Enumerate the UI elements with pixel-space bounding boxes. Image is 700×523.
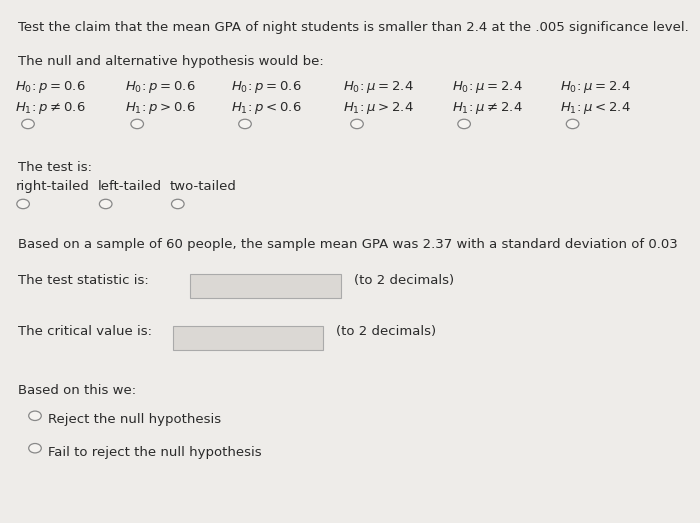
Circle shape [351, 119, 363, 129]
Text: $H_1\!:\mu < 2.4$: $H_1\!:\mu < 2.4$ [560, 100, 631, 117]
Text: The test statistic is:: The test statistic is: [18, 274, 148, 287]
Text: Based on this we:: Based on this we: [18, 384, 136, 397]
Text: $H_0\!:p = 0.6$: $H_0\!:p = 0.6$ [125, 79, 195, 96]
Text: Fail to reject the null hypothesis: Fail to reject the null hypothesis [48, 446, 261, 459]
Circle shape [29, 444, 41, 453]
FancyBboxPatch shape [173, 326, 323, 350]
Circle shape [29, 411, 41, 420]
Text: two-tailed: two-tailed [169, 180, 237, 194]
Circle shape [99, 199, 112, 209]
Text: $H_1\!:p > 0.6$: $H_1\!:p > 0.6$ [125, 100, 195, 117]
Circle shape [17, 199, 29, 209]
Circle shape [22, 119, 34, 129]
Text: Reject the null hypothesis: Reject the null hypothesis [48, 413, 220, 426]
Text: $H_0\!:p = 0.6$: $H_0\!:p = 0.6$ [15, 79, 86, 96]
Circle shape [239, 119, 251, 129]
Text: $H_0\!:\mu = 2.4$: $H_0\!:\mu = 2.4$ [452, 79, 522, 96]
FancyBboxPatch shape [190, 274, 341, 298]
Circle shape [566, 119, 579, 129]
Text: Based on a sample of 60 people, the sample mean GPA was 2.37 with a standard dev: Based on a sample of 60 people, the samp… [18, 238, 678, 251]
Text: $H_1\!:p < 0.6$: $H_1\!:p < 0.6$ [231, 100, 302, 117]
Text: $H_1\!:\mu > 2.4$: $H_1\!:\mu > 2.4$ [343, 100, 414, 117]
Text: $H_1\!:\mu \neq 2.4$: $H_1\!:\mu \neq 2.4$ [452, 100, 522, 117]
Text: $H_0\!:p = 0.6$: $H_0\!:p = 0.6$ [231, 79, 302, 96]
Text: $H_0\!:\mu = 2.4$: $H_0\!:\mu = 2.4$ [343, 79, 414, 96]
Text: (to 2 decimals): (to 2 decimals) [336, 325, 436, 338]
Circle shape [172, 199, 184, 209]
Circle shape [458, 119, 470, 129]
Text: $H_0\!:\mu = 2.4$: $H_0\!:\mu = 2.4$ [560, 79, 631, 96]
Text: The null and alternative hypothesis would be:: The null and alternative hypothesis woul… [18, 55, 323, 68]
Text: The critical value is:: The critical value is: [18, 325, 151, 338]
Text: left-tailed: left-tailed [98, 180, 162, 194]
Text: Test the claim that the mean GPA of night students is smaller than 2.4 at the .0: Test the claim that the mean GPA of nigh… [18, 21, 688, 34]
Text: The test is:: The test is: [18, 161, 92, 174]
Text: $H_1\!:p \neq 0.6$: $H_1\!:p \neq 0.6$ [15, 100, 86, 117]
Text: (to 2 decimals): (to 2 decimals) [354, 274, 454, 287]
Text: right-tailed: right-tailed [15, 180, 90, 194]
Circle shape [131, 119, 144, 129]
